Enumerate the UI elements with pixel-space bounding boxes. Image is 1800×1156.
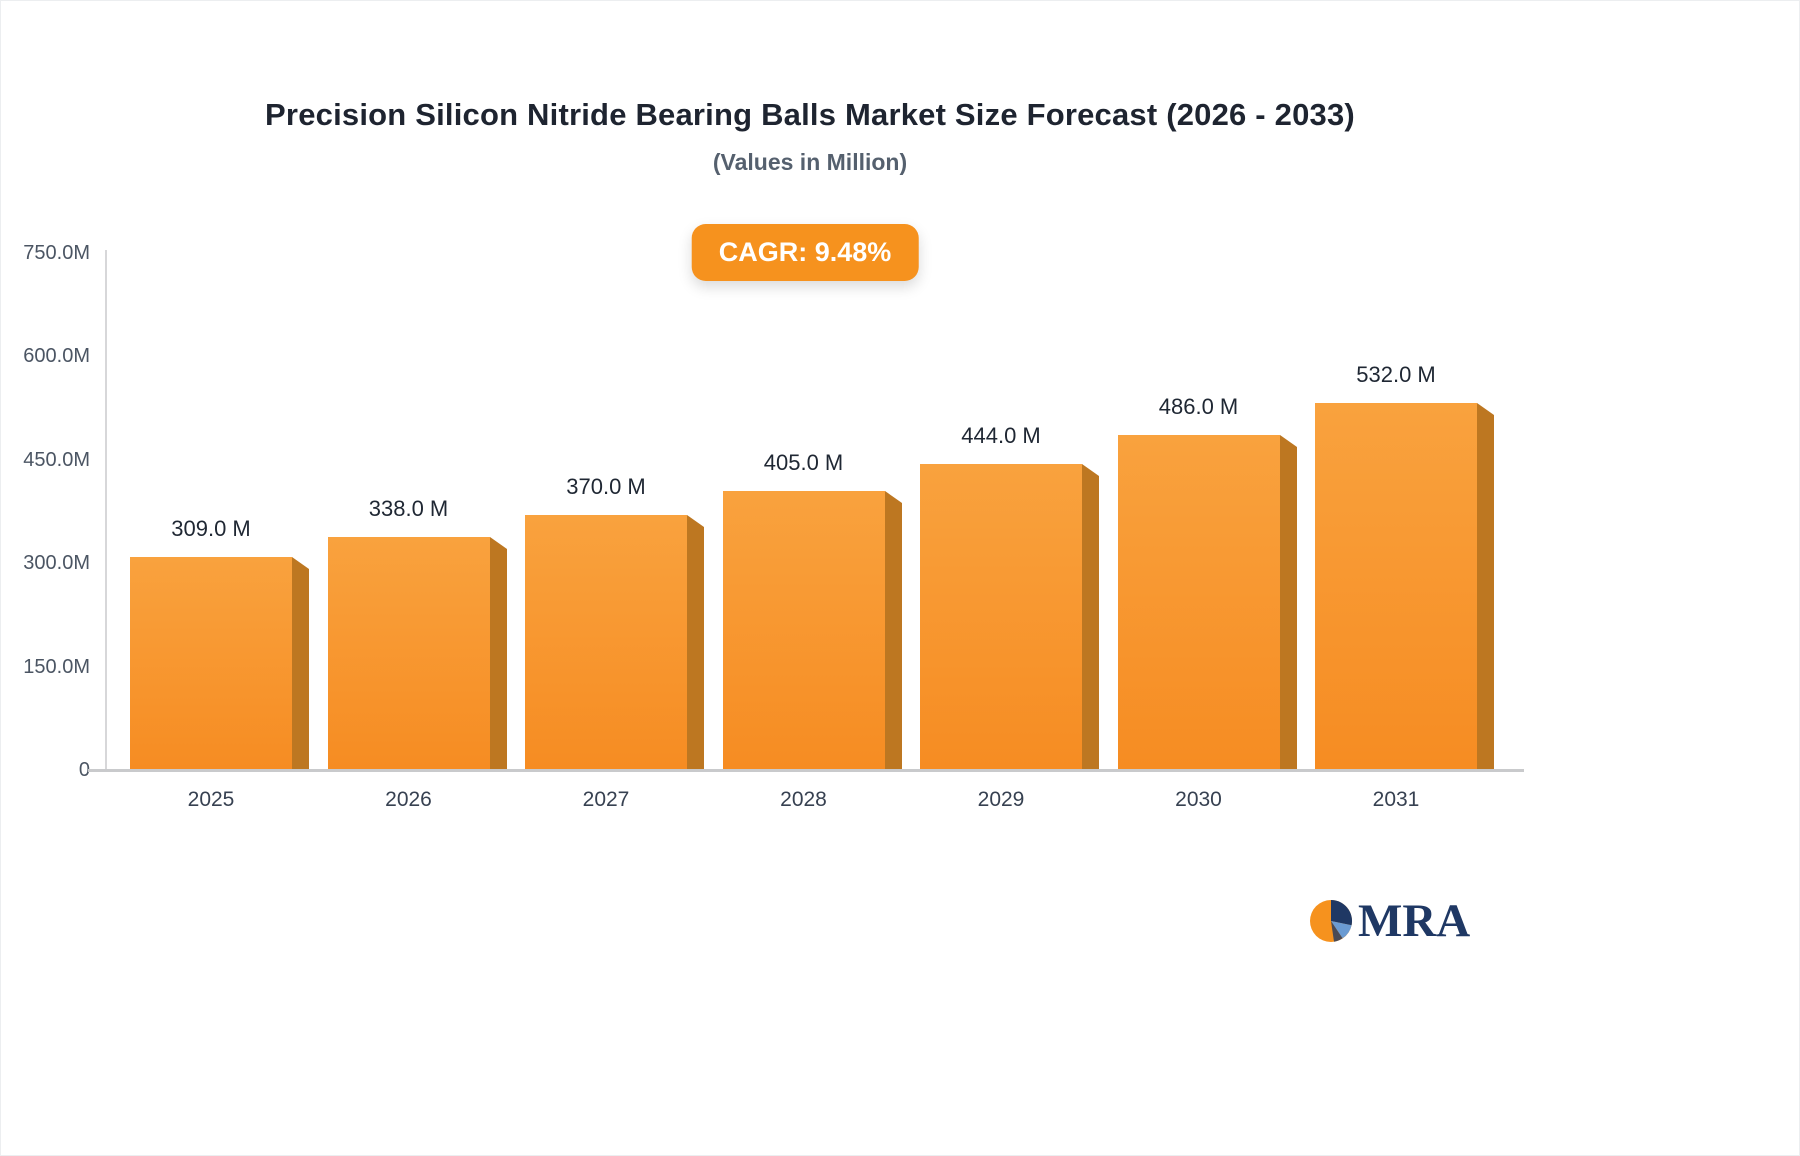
y-tick-label: 600.0M bbox=[23, 345, 90, 368]
bar-2028 bbox=[723, 491, 885, 770]
bar-side-shadow bbox=[1082, 464, 1099, 770]
y-tick-label: 450.0M bbox=[23, 448, 90, 471]
y-axis-line bbox=[105, 250, 107, 771]
y-tick-label: 300.0M bbox=[23, 552, 90, 575]
y-tick-label: 750.0M bbox=[23, 242, 90, 264]
mra-logo: MRA bbox=[1306, 896, 1470, 946]
x-tick-label-2030: 2030 bbox=[1175, 788, 1222, 811]
bar-side-shadow bbox=[1477, 403, 1494, 770]
x-tick-label-2025: 2025 bbox=[187, 788, 235, 811]
bar-side-shadow bbox=[1280, 435, 1297, 770]
x-tick-label-2029: 2029 bbox=[977, 788, 1025, 811]
bar-side-shadow bbox=[885, 491, 902, 770]
cagr-badge: CAGR: 9.48% bbox=[691, 224, 919, 281]
x-tick-label-2031: 2031 bbox=[1372, 788, 1420, 811]
x-tick-label-2027: 2027 bbox=[582, 788, 630, 811]
bar-side-shadow bbox=[687, 515, 704, 770]
chart-subtitle: (Values in Million) bbox=[712, 149, 908, 175]
bar-2026 bbox=[328, 537, 490, 770]
mra-logo-pie-icon bbox=[1310, 900, 1353, 942]
bar-value-label: 486.0 M bbox=[1158, 394, 1239, 419]
bar-value-label: 309.0 M bbox=[171, 516, 251, 541]
bar-2030 bbox=[1118, 435, 1280, 770]
x-tick-label-2026: 2026 bbox=[385, 788, 432, 811]
bar-2027 bbox=[525, 515, 687, 770]
bar-value-label: 532.0 M bbox=[1356, 362, 1436, 387]
y-tick-label: 0 bbox=[78, 759, 90, 781]
y-tick-label: 150.0M bbox=[23, 655, 90, 678]
bar-value-label: 444.0 M bbox=[961, 423, 1041, 448]
bar-2031 bbox=[1315, 403, 1477, 770]
bar-value-label: 338.0 M bbox=[368, 496, 449, 521]
bar-value-label: 370.0 M bbox=[566, 474, 646, 499]
bar-2025 bbox=[130, 557, 292, 770]
bar-value-label: 405.0 M bbox=[763, 450, 844, 475]
bar-2029 bbox=[920, 464, 1082, 770]
x-tick-label-2028: 2028 bbox=[780, 788, 827, 811]
bar-side-shadow bbox=[292, 557, 309, 770]
mra-logo-text: MRA bbox=[1358, 894, 1471, 947]
chart-title: Precision Silicon Nitride Bearing Balls … bbox=[265, 97, 1355, 132]
bar-side-shadow bbox=[490, 537, 507, 770]
x-axis-line bbox=[88, 769, 1524, 772]
